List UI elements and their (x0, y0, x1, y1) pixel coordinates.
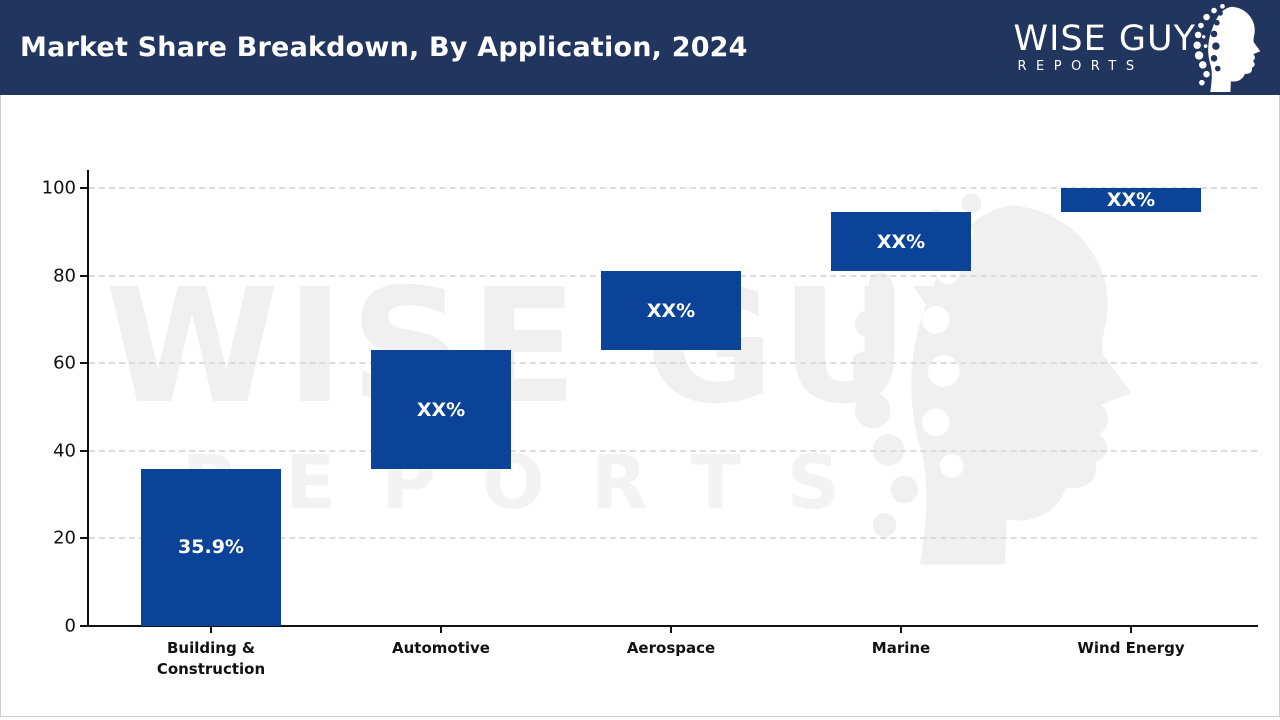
header-bar: Market Share Breakdown, By Application, … (0, 0, 1280, 95)
bar-wind-energy: XX% (1061, 188, 1201, 213)
x-category-label: Building & Construction (156, 639, 266, 678)
gridline (89, 449, 1257, 452)
x-axis-spine (85, 625, 1258, 627)
gridline (89, 362, 1257, 365)
wise-guy-reports-logo: WISE GUY REPORTS (1013, 3, 1266, 92)
gridline (89, 187, 1257, 189)
y-tick-label: 60 (53, 352, 76, 374)
logo-subtitle: REPORTS (1017, 59, 1144, 74)
bar-value-label: XX% (646, 299, 696, 322)
bar-automotive: XX% (371, 350, 511, 469)
y-tick-label: 80 (53, 265, 76, 287)
bar-value-label: 35.9% (178, 536, 244, 559)
bar-value-label: XX% (1106, 189, 1156, 212)
x-tick (670, 627, 672, 633)
x-tick (210, 627, 212, 633)
y-tick (80, 449, 88, 452)
y-tick-label: 40 (53, 440, 76, 462)
y-axis-spine (87, 170, 89, 627)
bar-marine: XX% (831, 212, 971, 272)
gridline (89, 537, 1257, 540)
y-tick (80, 625, 88, 627)
y-tick (80, 187, 88, 189)
page-title: Market Share Breakdown, By Application, … (20, 32, 748, 63)
x-tick (440, 627, 442, 633)
x-tick (900, 627, 902, 633)
bar-aerospace: XX% (601, 271, 741, 351)
y-tick-label: 100 (41, 177, 76, 199)
y-tick (80, 362, 88, 365)
x-category-label: Wind Energy (1077, 639, 1185, 657)
y-tick-label: 20 (53, 527, 76, 549)
x-category-label: Marine (871, 639, 931, 657)
x-tick (1130, 627, 1132, 633)
y-tick-label: 0 (64, 615, 76, 637)
y-tick (80, 537, 88, 540)
logo-text: WISE GUY REPORTS (1013, 19, 1196, 74)
x-category-label: Aerospace (626, 639, 716, 657)
y-tick (80, 274, 88, 277)
bar-value-label: XX% (416, 398, 466, 421)
head-profile-icon (1193, 3, 1261, 92)
x-category-label: Automotive (392, 639, 490, 657)
bar-value-label: XX% (876, 230, 926, 253)
logo-wordmark: WISE GUY (1013, 19, 1196, 59)
bar-building-construction: 35.9% (141, 468, 281, 626)
